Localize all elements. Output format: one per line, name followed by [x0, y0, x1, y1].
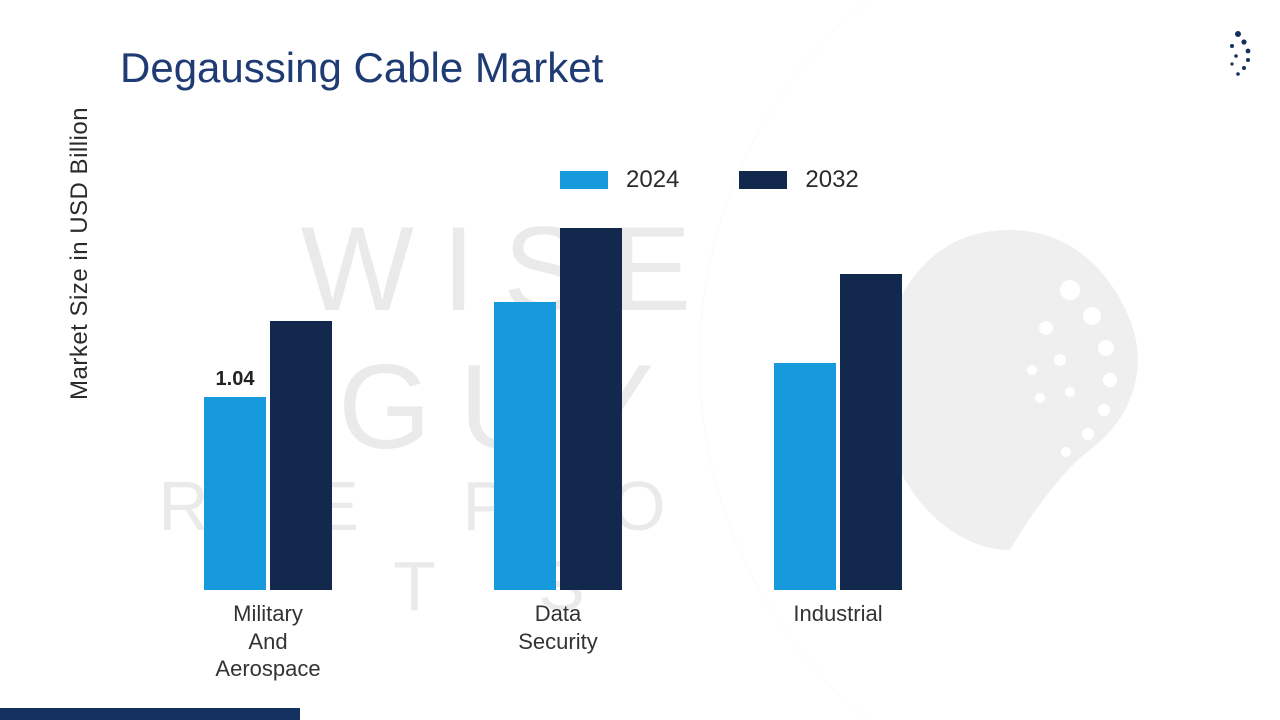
category-label: DataSecurity — [468, 600, 648, 655]
category-label: Industrial — [748, 600, 928, 628]
legend-label-2032: 2032 — [805, 166, 858, 194]
bar — [560, 228, 622, 590]
chart-plot-area: 1.04MilitaryAndAerospaceDataSecurityIndu… — [140, 200, 960, 590]
bar — [204, 397, 266, 590]
legend: 2024 2032 — [560, 166, 859, 194]
bar — [840, 274, 902, 590]
category-label: MilitaryAndAerospace — [178, 600, 358, 683]
legend-swatch-2024 — [560, 171, 608, 189]
y-axis-label: Market Size in USD Billion — [66, 107, 94, 400]
legend-item-2024: 2024 — [560, 166, 679, 194]
legend-item-2032: 2032 — [739, 166, 858, 194]
legend-label-2024: 2024 — [626, 166, 679, 194]
brand-head-icon — [1188, 18, 1258, 102]
accent-strip — [0, 708, 300, 720]
stage: WISE GUY R E P O R T S WISE GUY REPORTS … — [0, 0, 1280, 720]
bar — [494, 302, 556, 590]
bar-value-label: 1.04 — [216, 368, 255, 391]
bar — [270, 321, 332, 590]
legend-swatch-2032 — [739, 171, 787, 189]
chart-title: Degaussing Cable Market — [120, 44, 603, 92]
brand-logo: WISE GUY REPORTS — [1038, 22, 1252, 71]
bar — [774, 363, 836, 590]
